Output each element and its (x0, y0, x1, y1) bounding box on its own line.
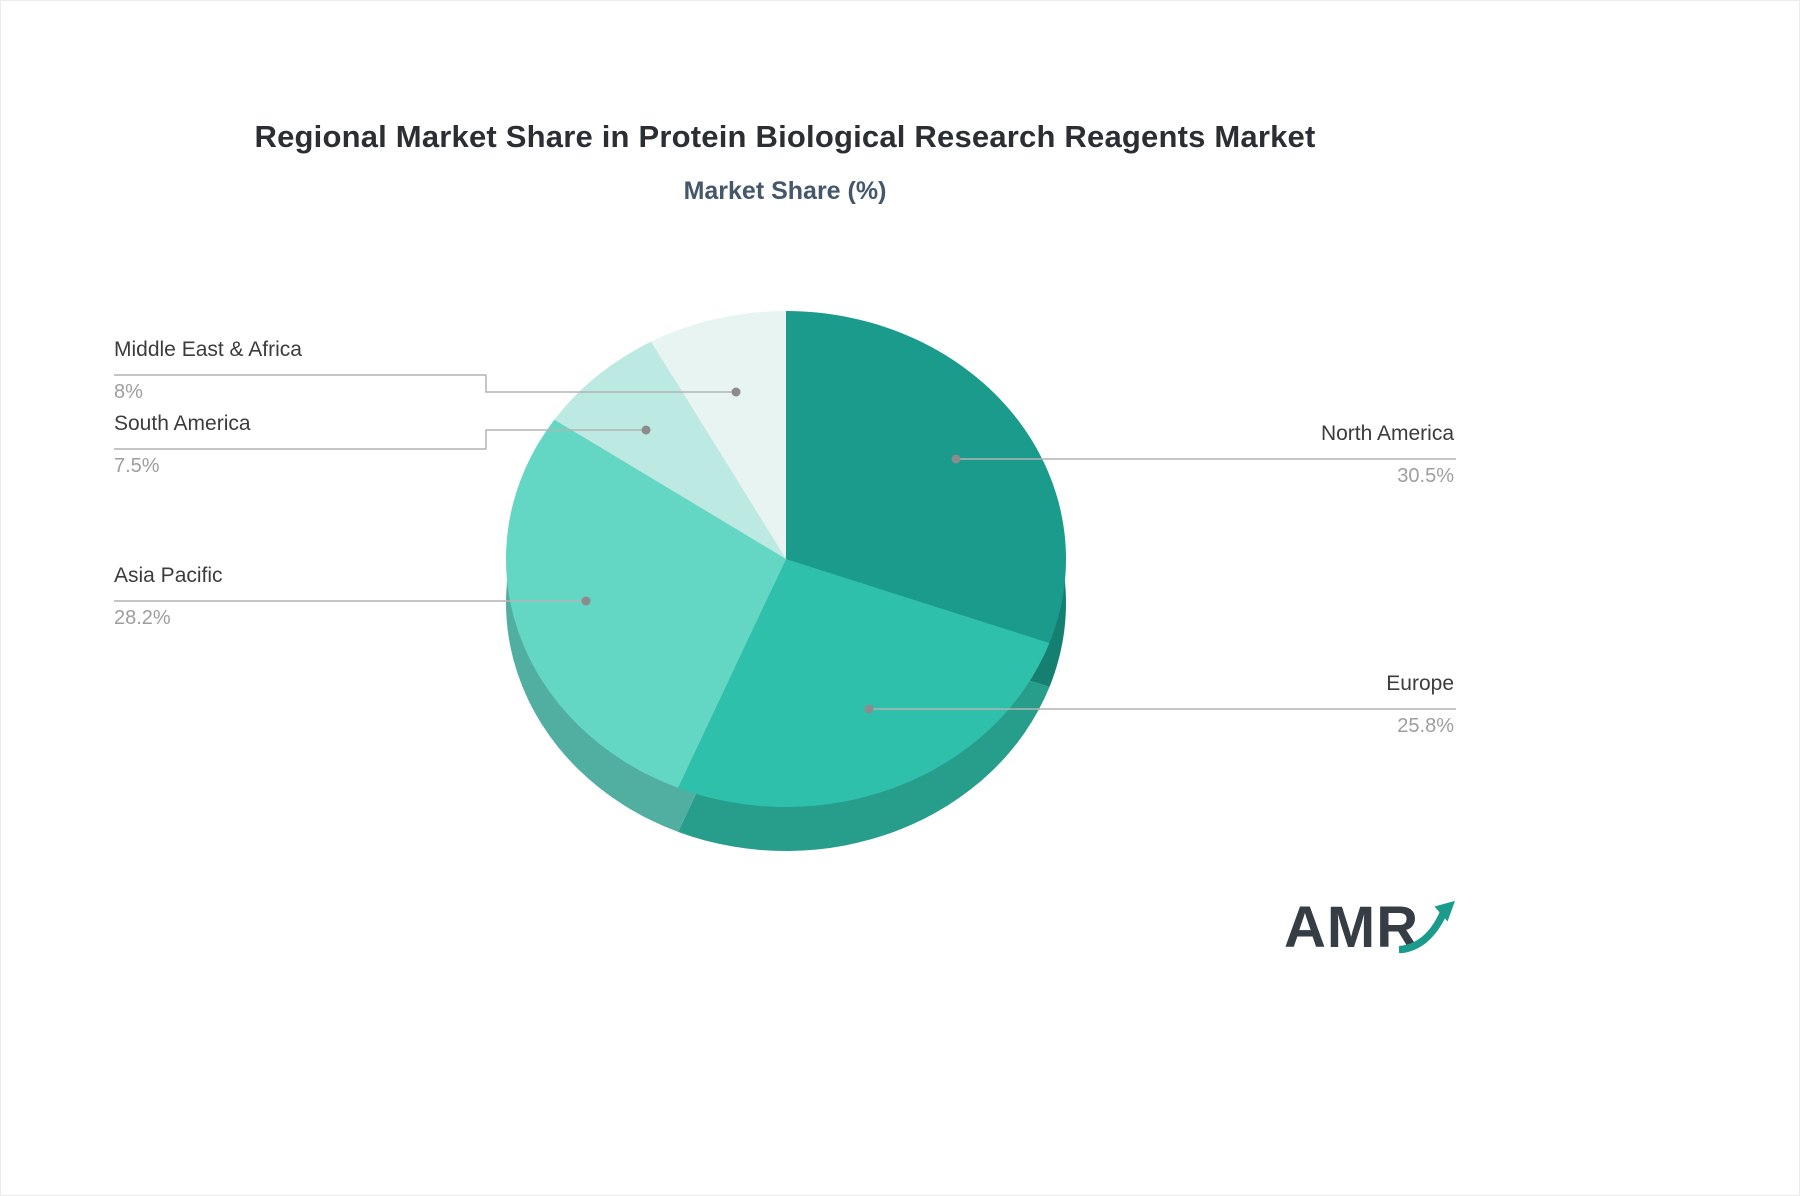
slice-percentage: 28.2% (114, 607, 171, 629)
leader-line (114, 429, 642, 450)
slice-percentage: 30.5% (1397, 465, 1454, 487)
leader-dot (731, 387, 741, 397)
pie-slice-middle-east-africa (651, 311, 786, 559)
growth-arrow-icon (1399, 900, 1456, 954)
amr-logo-text: AMR (1284, 895, 1420, 960)
leader-dot (951, 454, 961, 464)
pie-slice-south-america (554, 341, 786, 559)
slice-label-north-america: North America 30.5% (1321, 421, 1454, 489)
slice-name: South America (114, 412, 251, 435)
chart-title: Regional Market Share in Protein Biologi… (254, 119, 1316, 154)
slice-percentage: 25.8% (1397, 715, 1454, 737)
slice-label-south-america: South America 7.5% (114, 411, 251, 479)
chart-subtitle: Market Share (%) (683, 177, 887, 205)
slice-name: Europe (1386, 672, 1454, 695)
leader-dot (581, 596, 591, 606)
leader-dot (641, 425, 651, 435)
pie-slice-asia-pacific (506, 419, 786, 788)
pie-slice-europe (678, 559, 1050, 807)
amr-logo: AMR (1284, 895, 1456, 960)
slice-label-middle-east-africa: Middle East & Africa 8% (114, 337, 302, 405)
pie-slice-north-america (786, 311, 1067, 644)
slice-name: Middle East & Africa (114, 338, 302, 361)
leader-dot (864, 704, 874, 714)
leader-line (114, 374, 732, 393)
slice-label-asia-pacific: Asia Pacific 28.2% (114, 563, 223, 631)
slice-label-europe: Europe 25.8% (1386, 671, 1454, 739)
title-block: Regional Market Share in Protein Biologi… (1, 119, 1569, 206)
slice-name: North America (1320, 422, 1454, 445)
slice-percentage: 8% (114, 381, 143, 403)
slice-name: Asia Pacific (114, 564, 223, 587)
slice-percentage: 7.5% (114, 455, 160, 477)
